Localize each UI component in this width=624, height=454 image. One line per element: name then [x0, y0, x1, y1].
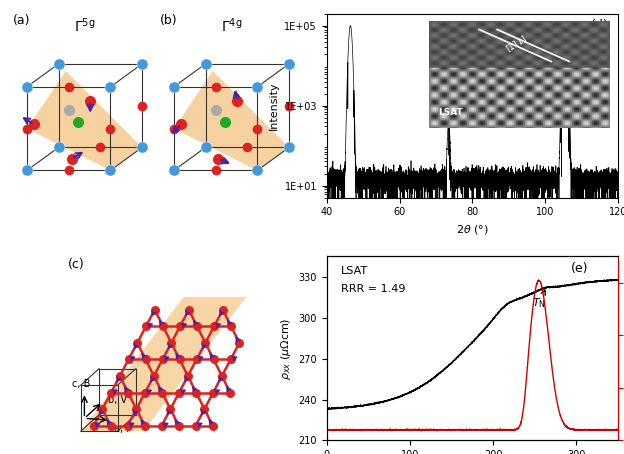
Text: $T_{\rm N}$: $T_{\rm N}$	[532, 290, 545, 310]
Text: $\Gamma^{\rm 5g}$: $\Gamma^{\rm 5g}$	[74, 17, 95, 35]
X-axis label: 2$\theta$ (°): 2$\theta$ (°)	[456, 223, 489, 236]
Polygon shape	[80, 297, 246, 431]
Text: b, V: b, V	[109, 395, 127, 405]
Polygon shape	[27, 71, 142, 170]
Text: c, B: c, B	[72, 379, 90, 389]
Text: RRR = 1.49: RRR = 1.49	[341, 284, 406, 294]
Text: $\Gamma^{\rm 4g}$: $\Gamma^{\rm 4g}$	[221, 17, 242, 35]
Text: (d): (d)	[592, 19, 609, 32]
Polygon shape	[174, 71, 289, 170]
Text: (e): (e)	[571, 262, 588, 275]
Y-axis label: Intensity: Intensity	[269, 81, 279, 130]
Text: LSAT: LSAT	[341, 266, 368, 276]
Text: (a): (a)	[12, 14, 30, 27]
Text: (c): (c)	[68, 258, 85, 271]
Text: a, I: a, I	[114, 424, 129, 434]
Text: (b): (b)	[159, 14, 177, 27]
Y-axis label: $\rho_{xx}$ ($\mu\Omega$cm): $\rho_{xx}$ ($\mu\Omega$cm)	[279, 317, 293, 380]
